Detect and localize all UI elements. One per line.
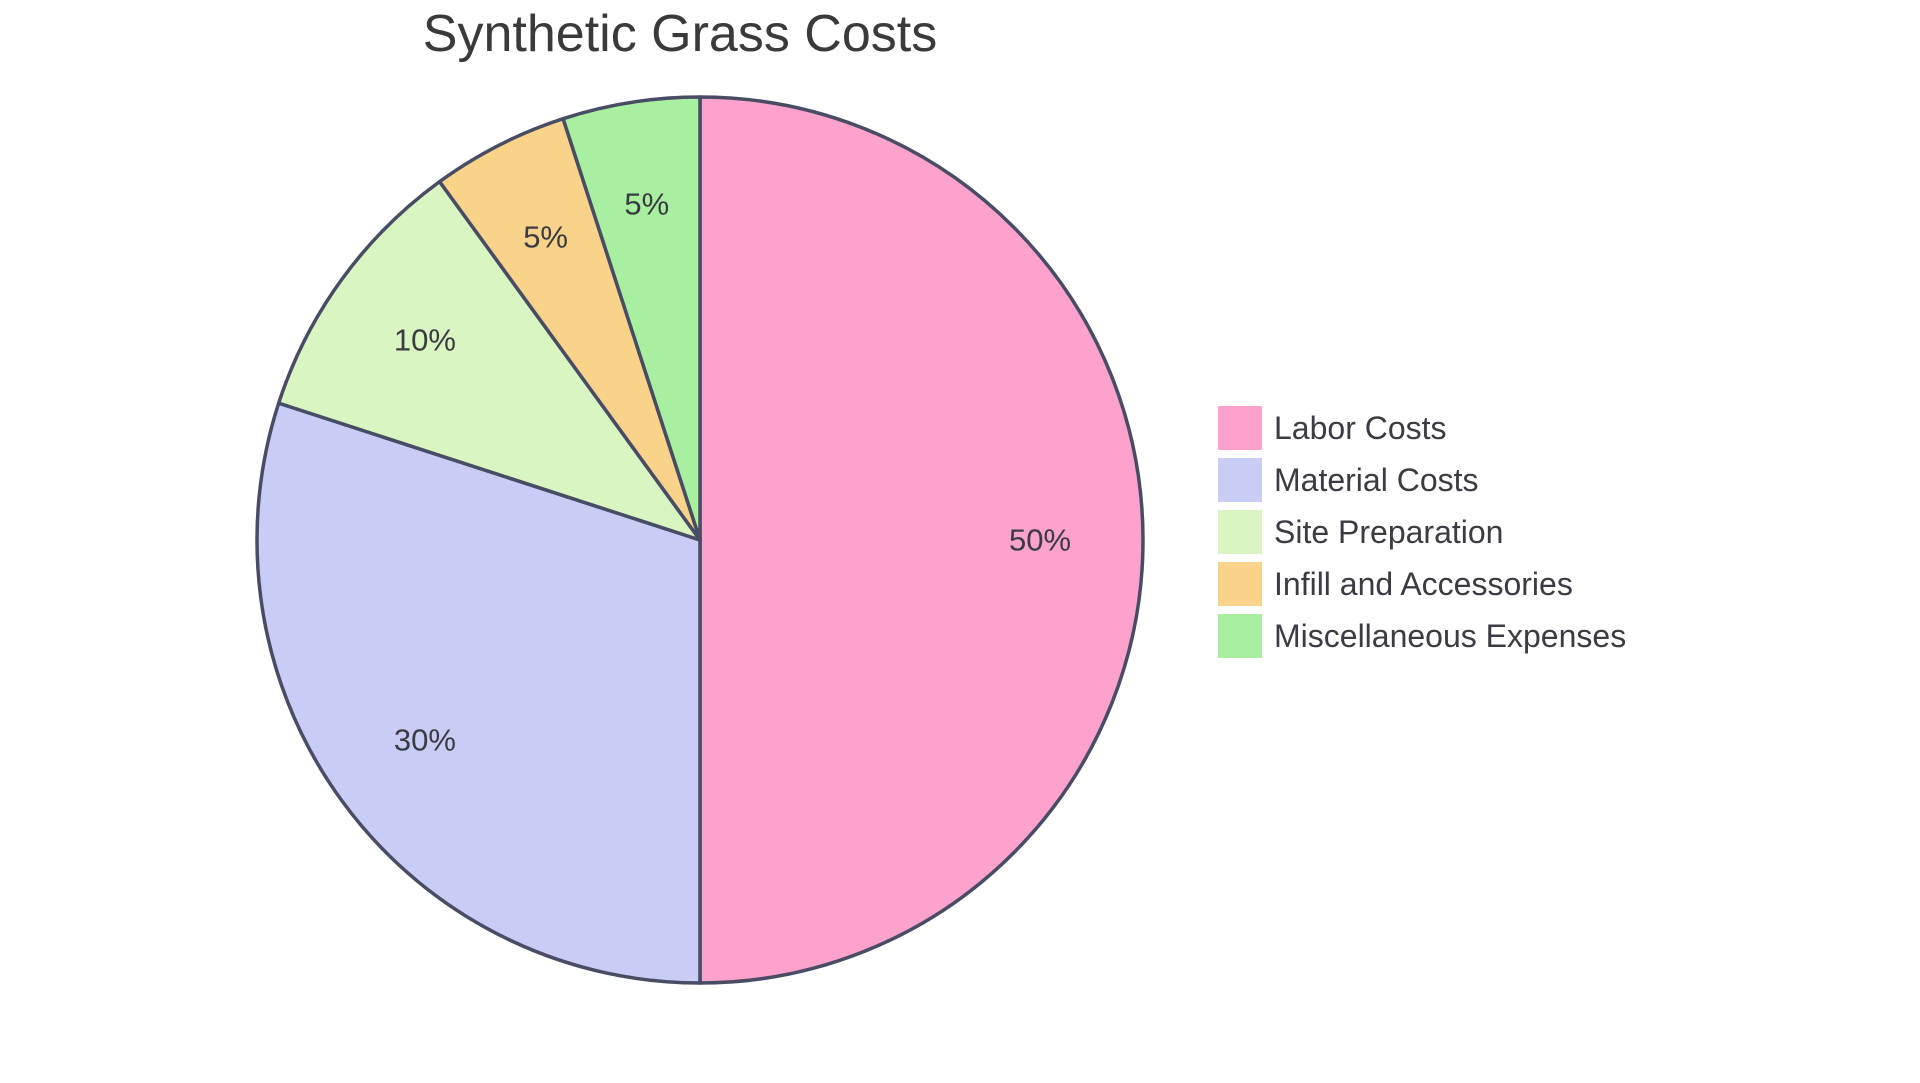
slice-percent-label: 30% <box>394 722 456 757</box>
legend-swatch-icon <box>1218 458 1262 502</box>
pie-slice-1 <box>255 401 702 985</box>
pie-slice-4 <box>561 95 702 542</box>
legend-item-material-costs: Material Costs <box>1218 458 1626 502</box>
legend-item-site-preparation: Site Preparation <box>1218 510 1626 554</box>
legend-swatch-icon <box>1218 562 1262 606</box>
legend-label: Labor Costs <box>1274 409 1447 446</box>
slice-percent-label: 5% <box>624 187 669 222</box>
legend-label: Miscellaneous Expenses <box>1274 617 1627 654</box>
legend-label: Site Preparation <box>1274 513 1504 550</box>
legend-swatch-icon <box>1218 406 1262 450</box>
legend-item-miscellaneous-expenses: Miscellaneous Expenses <box>1218 614 1626 658</box>
slice-percent-label: 10% <box>394 323 456 358</box>
legend-item-infill-and-accessories: Infill and Accessories <box>1218 562 1626 606</box>
legend-label: Material Costs <box>1274 461 1479 498</box>
legend-swatch-icon <box>1218 614 1262 658</box>
slice-percent-label: 50% <box>1009 523 1071 558</box>
legend: Labor Costs Material Costs Site Preparat… <box>1218 406 1626 658</box>
pie-slice-2 <box>276 179 702 542</box>
legend-label: Infill and Accessories <box>1274 565 1573 602</box>
slice-percent-label: 5% <box>523 220 568 255</box>
pie-slice-0 <box>698 95 1145 985</box>
chart-title: Synthetic Grass Costs <box>422 5 938 63</box>
legend-item-labor-costs: Labor Costs <box>1218 406 1626 450</box>
legend-swatch-icon <box>1218 510 1262 554</box>
